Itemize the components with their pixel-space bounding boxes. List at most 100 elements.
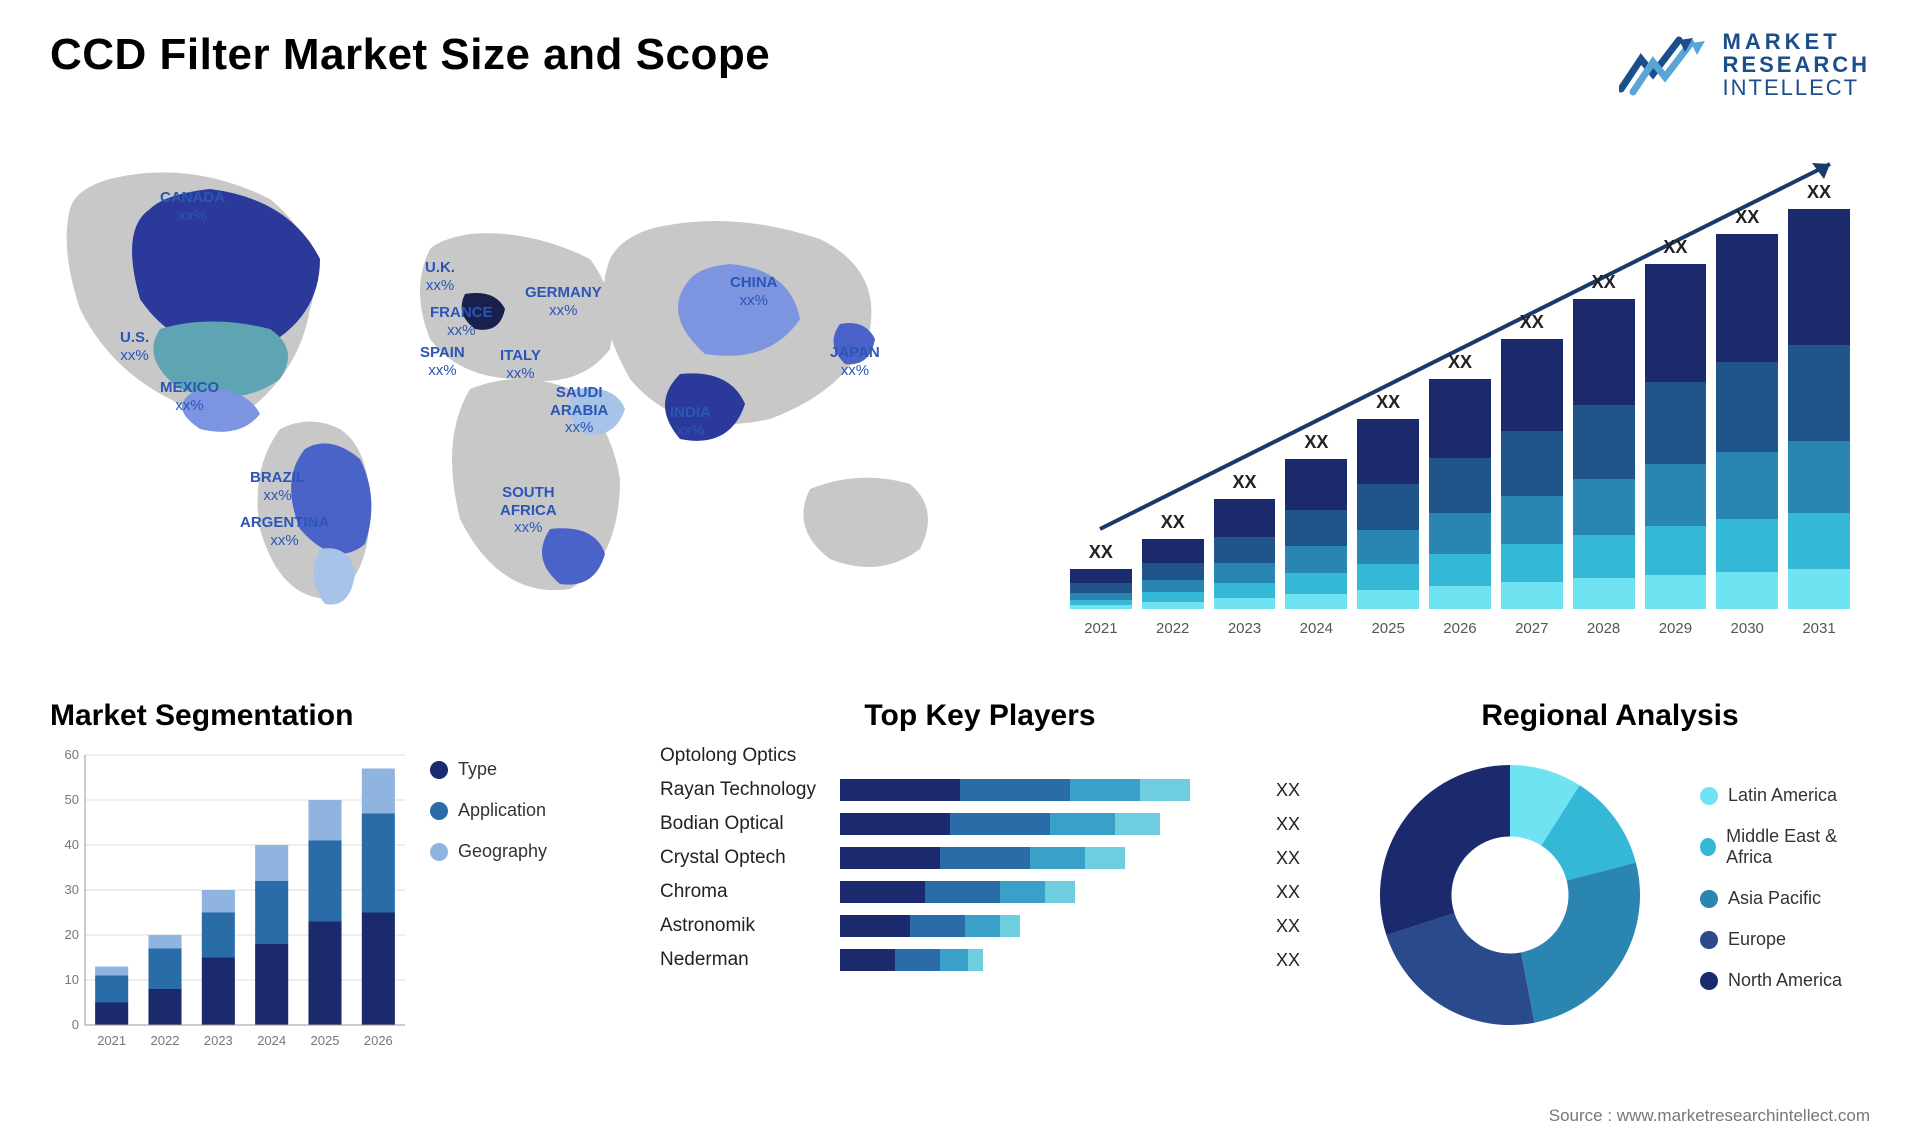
growth-bar: XX2027 [1501,312,1563,609]
growth-bar-value: XX [1663,237,1687,258]
source-text: Source : www.marketresearchintellect.com [1549,1106,1870,1126]
growth-bar: XX2026 [1429,352,1491,609]
svg-text:40: 40 [65,837,79,852]
svg-text:50: 50 [65,792,79,807]
regional-legend-item: North America [1700,970,1870,991]
map-label: SOUTHAFRICAxx% [500,484,557,536]
player-row: Astronomik XX [660,915,1300,937]
growth-bar: XX2028 [1573,272,1635,609]
player-value: XX [1276,848,1300,869]
map-label: SPAINxx% [420,344,465,379]
player-row: NedermanXX [660,949,1300,971]
player-name: Bodian Optical [660,813,840,835]
player-bar [840,915,1266,937]
players-panel: Top Key Players Optolong Optics Rayan Tec… [660,699,1300,1079]
growth-bar: XX2025 [1357,392,1419,609]
players-title: Top Key Players [660,699,1300,733]
growth-bar-year: 2025 [1371,620,1404,637]
map-label: FRANCExx% [430,304,493,339]
player-name: Rayan Technology [660,779,840,801]
growth-bar-value: XX [1735,207,1759,228]
player-bar [840,881,1266,903]
growth-bar: XX2023 [1214,472,1276,609]
svg-text:10: 10 [65,972,79,987]
segmentation-chart: 0 10 20 30 40 50 60 2021 2022 2023 2024 2025 2026 [50,745,410,1055]
player-bar [840,847,1266,869]
regional-legend-item: Europe [1700,929,1870,950]
segmentation-legend-item: Type [430,759,610,780]
growth-bar-value: XX [1448,352,1472,373]
map-label: GERMANYxx% [525,284,602,319]
regional-legend-item: Middle East & Africa [1700,826,1870,868]
growth-bar-year: 2031 [1802,620,1835,637]
regional-legend-item: Latin America [1700,785,1870,806]
player-bar [840,745,1290,767]
segmentation-legend-item: Application [430,800,610,821]
svg-text:2024: 2024 [257,1033,286,1048]
growth-bar-chart: XX2021XX2022XX2023XX2024XX2025XX2026XX20… [1070,129,1870,649]
svg-text:2025: 2025 [311,1033,340,1048]
growth-bar-year: 2022 [1156,620,1189,637]
segmentation-panel: Market Segmentation 0 10 20 30 40 50 60 2021 202… [50,699,610,1079]
player-value: XX [1276,882,1300,903]
growth-bar-year: 2028 [1587,620,1620,637]
svg-text:2021: 2021 [97,1033,126,1048]
map-label: BRAZILxx% [250,469,305,504]
player-row: Rayan Technology XX [660,779,1300,801]
growth-bar-year: 2029 [1659,620,1692,637]
map-label: CANADAxx% [160,189,225,224]
growth-bar-year: 2024 [1300,620,1333,637]
logo-line2: RESEARCH [1723,53,1870,76]
player-row: Optolong Optics [660,745,1300,767]
logo-icon [1619,34,1709,96]
map-label: INDIAxx% [670,404,711,439]
map-label: ITALYxx% [500,347,541,382]
growth-bar-year: 2027 [1515,620,1548,637]
segmentation-legend-item: Geography [430,841,610,862]
svg-text:2022: 2022 [151,1033,180,1048]
player-name: Astronomik [660,915,840,937]
player-row: Chroma XX [660,881,1300,903]
map-label: U.S.xx% [120,329,149,364]
player-row: Bodian OpticalXX [660,813,1300,835]
map-label: JAPANxx% [830,344,880,379]
page-title: CCD Filter Market Size and Scope [50,30,770,80]
growth-bar-year: 2026 [1443,620,1476,637]
growth-bar-value: XX [1161,512,1185,533]
growth-bar-value: XX [1520,312,1544,333]
map-label: U.K.xx% [425,259,455,294]
map-label: CHINAxx% [730,274,778,309]
growth-bar-year: 2030 [1731,620,1764,637]
svg-text:0: 0 [72,1017,79,1032]
logo-line1: MARKET [1723,30,1870,53]
growth-bar: XX2021 [1070,542,1132,609]
svg-text:2023: 2023 [204,1033,233,1048]
svg-text:20: 20 [65,927,79,942]
player-row: Crystal Optech XX [660,847,1300,869]
donut-chart [1350,745,1670,1045]
brand-logo: MARKET RESEARCH INTELLECT [1619,30,1870,99]
growth-bar-year: 2021 [1084,620,1117,637]
growth-bar: XX2030 [1716,207,1778,609]
player-value: XX [1276,916,1300,937]
segmentation-title: Market Segmentation [50,699,410,733]
growth-bar-value: XX [1807,182,1831,203]
map-label: SAUDIARABIAxx% [550,384,608,436]
growth-bar-year: 2023 [1228,620,1261,637]
logo-text: MARKET RESEARCH INTELLECT [1723,30,1870,99]
svg-text:60: 60 [65,747,79,762]
svg-text:2026: 2026 [364,1033,393,1048]
growth-bar: XX2022 [1142,512,1204,609]
player-name: Crystal Optech [660,847,840,869]
regional-title: Regional Analysis [1350,699,1870,733]
growth-bar: XX2029 [1645,237,1707,609]
regional-legend: Latin AmericaMiddle East & AfricaAsia Pa… [1700,745,1870,1050]
player-name: Chroma [660,881,840,903]
player-name: Optolong Optics [660,745,840,767]
player-value: XX [1276,950,1300,971]
svg-text:30: 30 [65,882,79,897]
growth-bar-value: XX [1376,392,1400,413]
growth-bar-value: XX [1592,272,1616,293]
player-value: XX [1276,780,1300,801]
logo-line3: INTELLECT [1723,76,1870,99]
